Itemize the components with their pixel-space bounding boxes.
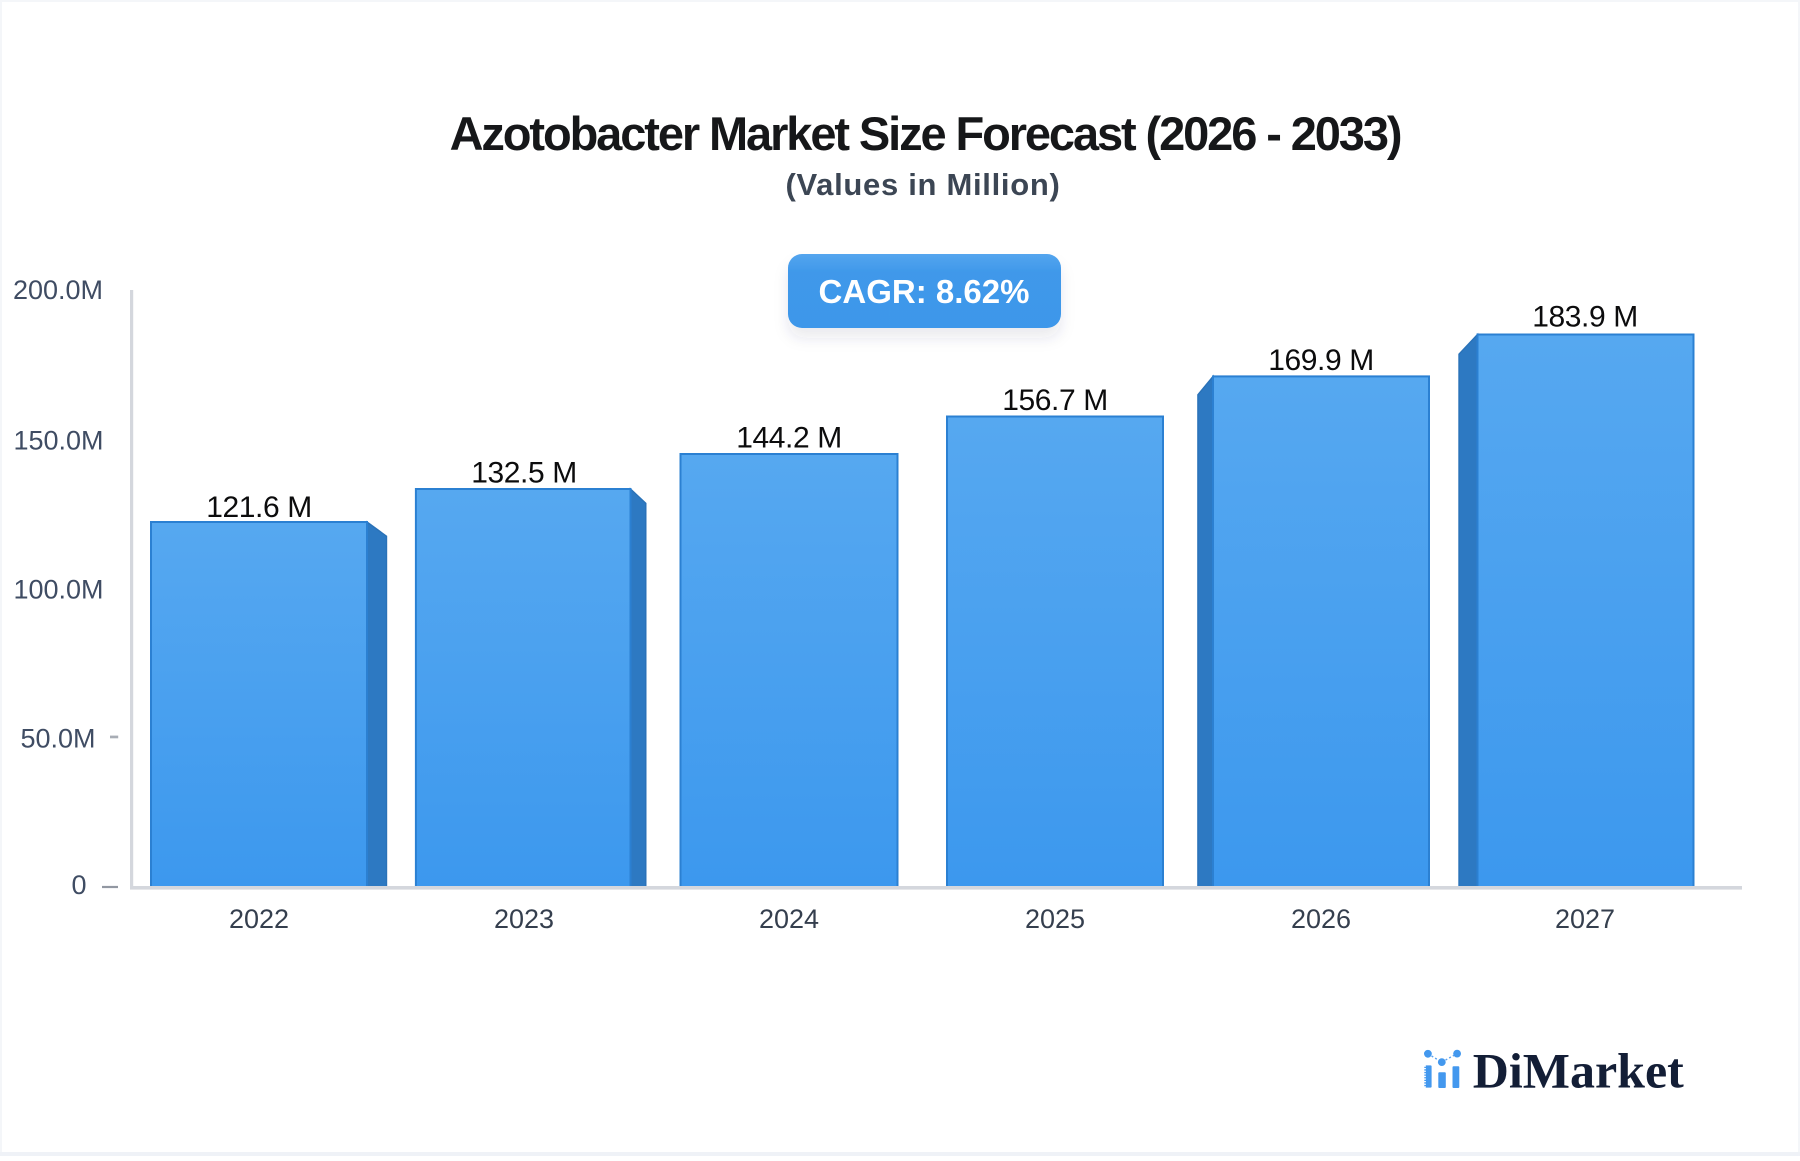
svg-text:156.7 M: 156.7 M: [1002, 384, 1108, 417]
svg-text:2027: 2027: [1555, 904, 1615, 934]
svg-text:CAGR: 8.62%: CAGR: 8.62%: [819, 273, 1030, 310]
svg-text:200.0M: 200.0M: [13, 275, 103, 305]
svg-text:2023: 2023: [494, 904, 554, 934]
svg-text:(Values in Million): (Values in Million): [785, 167, 1060, 202]
svg-text:DiMarket: DiMarket: [1473, 1043, 1684, 1099]
svg-text:2024: 2024: [759, 904, 819, 934]
svg-text:150.0M: 150.0M: [13, 426, 103, 456]
svg-text:0: 0: [71, 870, 86, 900]
svg-text:121.6 M: 121.6 M: [206, 491, 312, 524]
svg-text:2026: 2026: [1291, 904, 1351, 934]
svg-text:2022: 2022: [229, 904, 289, 934]
svg-text:100.0M: 100.0M: [13, 575, 103, 605]
svg-text:183.9 M: 183.9 M: [1532, 301, 1638, 334]
svg-text:144.2 M: 144.2 M: [736, 422, 842, 455]
svg-text:2025: 2025: [1025, 904, 1085, 934]
svg-text:169.9 M: 169.9 M: [1268, 344, 1374, 377]
svg-text:Azotobacter Market Size Foreca: Azotobacter Market Size Forecast (2026 -…: [450, 107, 1401, 160]
svg-text:132.5 M: 132.5 M: [471, 457, 577, 490]
svg-text:50.0M: 50.0M: [20, 724, 95, 754]
